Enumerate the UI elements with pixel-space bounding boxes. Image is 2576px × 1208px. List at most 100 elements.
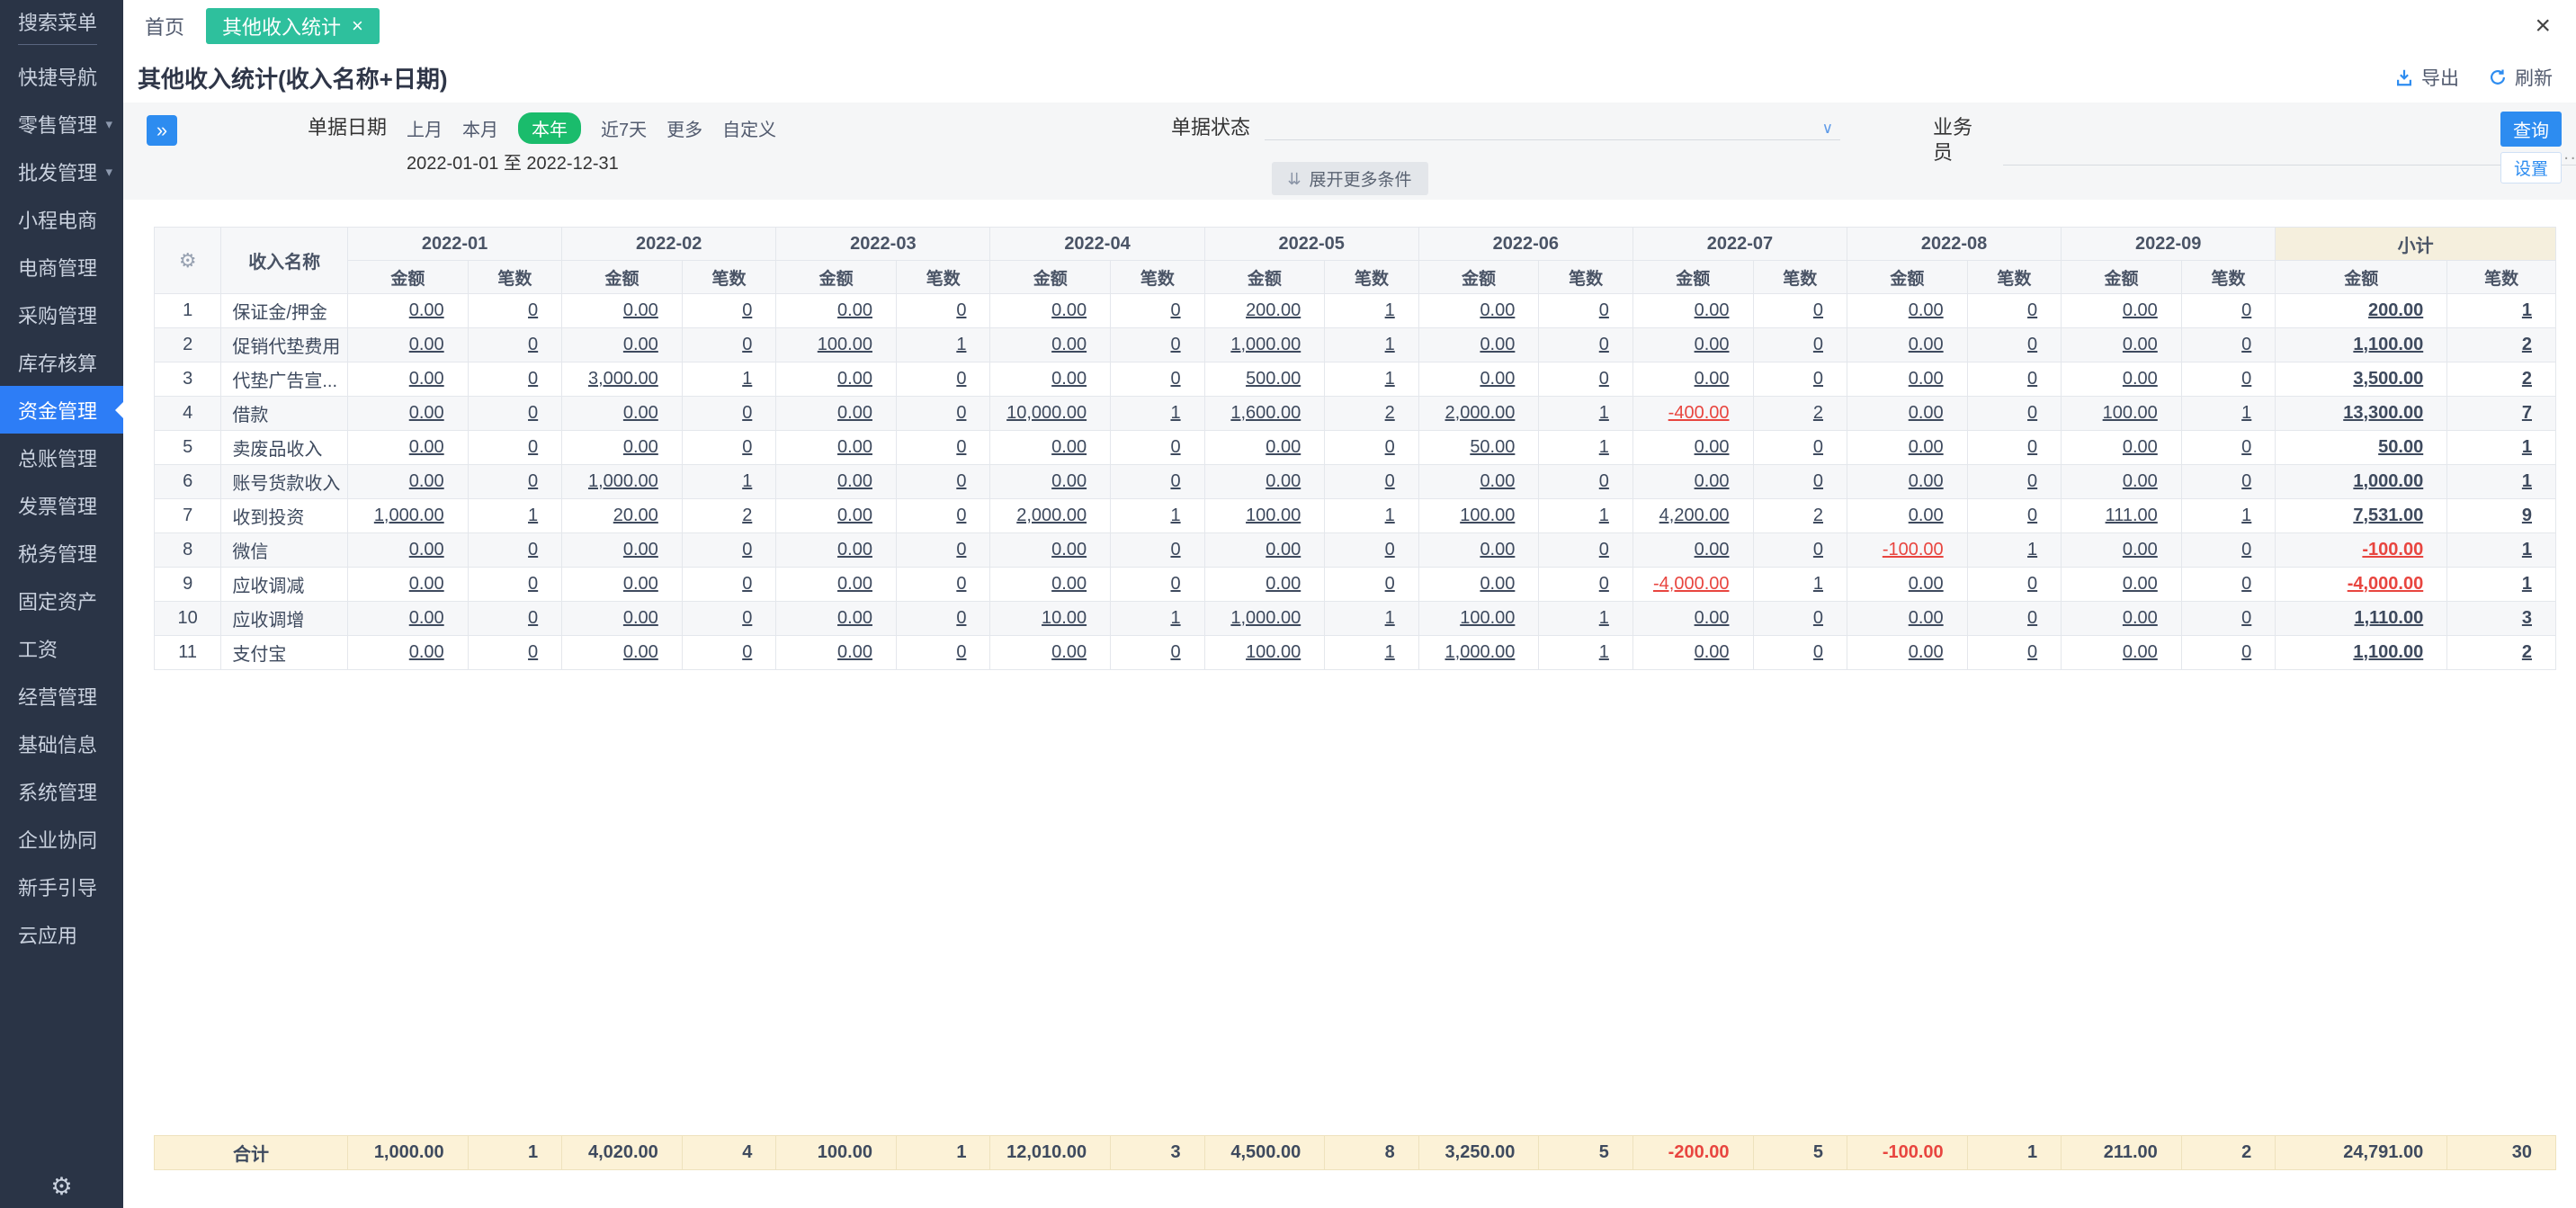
cell-value-link[interactable]: 0 [2027, 608, 2038, 628]
sidebar-item-7[interactable]: 库存核算 [0, 338, 123, 386]
cell-value-link[interactable]: 0 [1170, 540, 1181, 559]
cell-value-link[interactable]: 0.00 [408, 471, 444, 491]
gear-icon[interactable]: ⚙ [178, 248, 197, 272]
cell-value-link[interactable]: 0.00 [1480, 574, 1516, 594]
cell-value-link[interactable]: 0 [1812, 335, 1824, 354]
status-select[interactable]: ∨ [1265, 115, 1841, 140]
cell-value-link[interactable]: 0.00 [1266, 471, 1301, 491]
cell-value-link[interactable]: 0.00 [1480, 471, 1516, 491]
cell-value-link[interactable]: 3,000.00 [587, 369, 658, 389]
cell-value-link[interactable]: 0.00 [1480, 369, 1516, 389]
cell-value-link[interactable]: 0 [528, 574, 539, 594]
cell-value-link[interactable]: 1 [742, 369, 753, 389]
quick-range-更多[interactable]: 更多 [666, 120, 703, 140]
cell-value-link[interactable]: 0.00 [2122, 300, 2158, 320]
quick-range-本年[interactable]: 本年 [518, 112, 582, 144]
cell-value-link[interactable]: 0.00 [1908, 506, 1944, 525]
cell-value-link[interactable]: 0.00 [2122, 540, 2158, 559]
sidebar-item-11[interactable]: 税务管理 [0, 529, 123, 577]
cell-value-link[interactable]: 1 [1598, 642, 1609, 662]
cell-value-link[interactable]: 0 [742, 608, 753, 628]
cell-value-link[interactable]: 100.00 [1246, 642, 1301, 662]
cell-value-link[interactable]: 0.00 [408, 369, 444, 389]
cell-value-link[interactable]: 0.00 [1694, 437, 1730, 457]
cell-value-link[interactable]: 0.00 [622, 642, 658, 662]
cell-value-link[interactable]: 0.00 [1908, 335, 1944, 354]
cell-value-link[interactable]: 0 [2241, 540, 2252, 559]
cell-value-link[interactable]: 0 [2241, 335, 2252, 354]
cell-value-link[interactable]: 100.00 [817, 335, 872, 354]
expand-more-button[interactable]: ⇊ 展开更多条件 [1271, 162, 1428, 195]
cell-value-link[interactable]: 0 [528, 300, 539, 320]
cell-value-link[interactable]: 1 [1384, 506, 1395, 525]
cell-value-link[interactable]: 0 [956, 540, 967, 559]
cell-value-link[interactable]: -4,000.00 [2347, 574, 2424, 594]
cell-value-link[interactable]: 0 [2027, 471, 2038, 491]
cell-value-link[interactable]: 1 [2521, 437, 2532, 457]
cell-value-link[interactable]: 1,100.00 [2353, 335, 2424, 354]
sidebar-item-6[interactable]: 采购管理 [0, 291, 123, 338]
cell-value-link[interactable]: 1 [1384, 300, 1395, 320]
collapse-filter-button[interactable]: » [147, 115, 177, 146]
cell-value-link[interactable]: 0 [742, 437, 753, 457]
cell-value-link[interactable]: 0 [528, 471, 539, 491]
cell-value-link[interactable]: 0 [1598, 471, 1609, 491]
cell-value-link[interactable]: 1 [2521, 300, 2532, 320]
cell-value-link[interactable]: 0 [1170, 642, 1181, 662]
cell-value-link[interactable]: 1 [2241, 506, 2252, 525]
cell-value-link[interactable]: 0.00 [2122, 642, 2158, 662]
cell-value-link[interactable]: 0 [2027, 506, 2038, 525]
more-icon[interactable]: ... [2563, 144, 2576, 164]
cell-value-link[interactable]: 0 [528, 540, 539, 559]
cell-value-link[interactable]: 0.00 [837, 540, 872, 559]
cell-value-link[interactable]: 1 [1384, 335, 1395, 354]
cell-value-link[interactable]: 0 [1812, 437, 1824, 457]
sidebar-item-1[interactable]: 快捷导航 [0, 52, 123, 100]
cell-value-link[interactable]: 0 [742, 300, 753, 320]
cell-value-link[interactable]: 0 [742, 335, 753, 354]
cell-value-link[interactable]: 100.00 [1246, 506, 1301, 525]
cell-value-link[interactable]: 0.00 [408, 437, 444, 457]
cell-value-link[interactable]: 0.00 [622, 403, 658, 423]
sidebar-item-19[interactable]: 云应用 [0, 910, 123, 958]
cell-value-link[interactable]: 0 [528, 437, 539, 457]
cell-value-link[interactable]: 0.00 [1266, 437, 1301, 457]
tab-其他收入统计[interactable]: 其他收入统计 × [206, 8, 380, 44]
cell-value-link[interactable]: 0.00 [2122, 574, 2158, 594]
cell-value-link[interactable]: 3 [2521, 608, 2532, 628]
cell-value-link[interactable]: 0 [2027, 437, 2038, 457]
cell-value-link[interactable]: 0.00 [1051, 437, 1087, 457]
cell-value-link[interactable]: 0.00 [1694, 608, 1730, 628]
cell-value-link[interactable]: 0 [1598, 574, 1609, 594]
cell-value-link[interactable]: 1 [2241, 403, 2252, 423]
sidebar-item-14[interactable]: 经营管理 [0, 672, 123, 720]
cell-value-link[interactable]: 0.00 [1051, 574, 1087, 594]
cell-value-link[interactable]: 100.00 [2102, 403, 2158, 423]
cell-value-link[interactable]: 1 [1598, 608, 1609, 628]
cell-value-link[interactable]: 0.00 [1694, 642, 1730, 662]
sidebar-item-16[interactable]: 系统管理 [0, 767, 123, 815]
cell-value-link[interactable]: 0.00 [2122, 335, 2158, 354]
cell-value-link[interactable]: 0.00 [837, 403, 872, 423]
quick-range-上月[interactable]: 上月 [407, 120, 443, 140]
cell-value-link[interactable]: 3,500.00 [2353, 369, 2424, 389]
cell-value-link[interactable]: 0 [2241, 608, 2252, 628]
cell-value-link[interactable]: 0.00 [408, 300, 444, 320]
cell-value-link[interactable]: 0 [956, 506, 967, 525]
cell-value-link[interactable]: 0.00 [1266, 540, 1301, 559]
cell-value-link[interactable]: 2,000.00 [1445, 403, 1516, 423]
cell-value-link[interactable]: 0 [1170, 574, 1181, 594]
cell-value-link[interactable]: 0 [742, 642, 753, 662]
cell-value-link[interactable]: 1 [528, 506, 539, 525]
cell-value-link[interactable]: 10,000.00 [1006, 403, 1087, 423]
cell-value-link[interactable]: 0 [956, 403, 967, 423]
sidebar-item-17[interactable]: 企业协同 [0, 815, 123, 863]
cell-value-link[interactable]: 0.00 [837, 642, 872, 662]
sidebar-item-12[interactable]: 固定资产 [0, 577, 123, 624]
cell-value-link[interactable]: 7 [2521, 403, 2532, 423]
cell-value-link[interactable]: 0.00 [408, 335, 444, 354]
cell-value-link[interactable]: 1 [1170, 506, 1181, 525]
cell-value-link[interactable]: 0 [742, 540, 753, 559]
cell-value-link[interactable]: 0.00 [1051, 335, 1087, 354]
cell-value-link[interactable]: 1 [1598, 437, 1609, 457]
